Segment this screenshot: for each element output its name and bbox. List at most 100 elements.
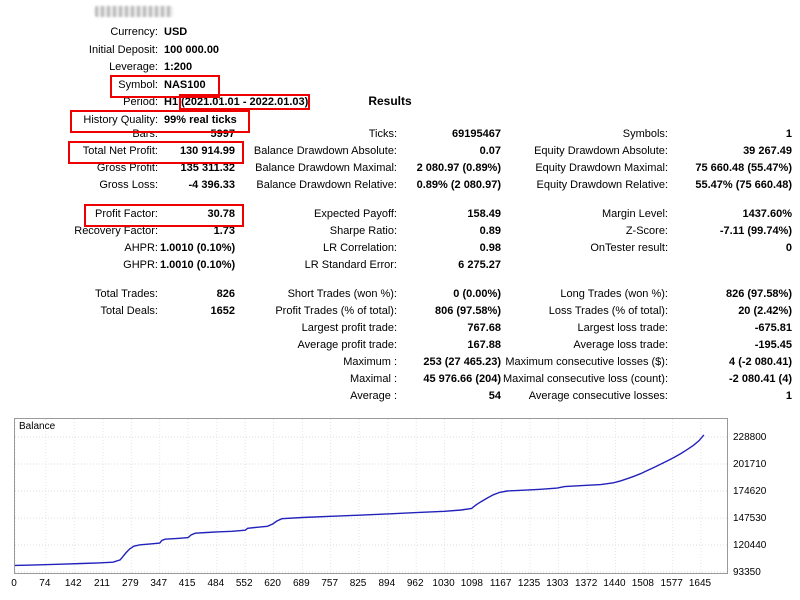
stat-row: Margin Level: 1437.60% [495,206,792,223]
stat-label: Margin Level: [601,208,668,220]
info-row: Currency: USD [8,24,308,42]
x-axis-tick-label: 1577 [660,578,683,589]
x-axis-tick-label: 1030 [432,578,455,589]
x-axis-tick-label: 142 [64,578,82,589]
stat-row: Gross Loss: -4 396.33 [8,177,235,194]
stat-row: LR Correlation: 0.98 [240,240,501,257]
stat-label: Long Trades (won %): [560,288,668,300]
stat-value: 55.47% (75 660.48) [695,179,792,191]
stat-value: 1 [785,128,792,140]
stat-row: Ticks: 69195467 [240,126,501,143]
stat-row: Profit Trades (% of total): 806 (97.58%) [240,303,501,320]
stat-label: Balance Drawdown Absolute: [253,145,397,157]
stat-value: 75 660.48 (55.47%) [695,162,792,174]
stat-label: Expected Payoff: [314,208,397,220]
y-axis-tick-label: 174620 [733,486,767,497]
stat-value: 253 (27 465.23) [423,356,501,368]
info-row: Symbol: NAS100 [8,77,308,95]
chart-y-axis-labels: 93350 120440 147530 174620 201710 228800 [733,418,795,578]
chart-legend-balance: Balance [19,421,56,432]
stat-row: AHPR: 1.0010 (0.10%) [8,240,235,257]
stat-row: Average loss trade: -195.45 [495,337,792,354]
stat-row: Average : 54 [240,388,501,405]
stat-value: 69195467 [452,128,501,140]
stat-row: Balance Drawdown Maximal: 2 080.97 (0.89%… [240,160,501,177]
info-value: 1:200 [164,61,193,74]
info-value: USD [164,26,188,38]
y-axis-tick-label: 93350 [733,567,761,578]
x-axis-tick-label: 1508 [631,578,654,589]
stat-row: Equity Drawdown Absolute: 39 267.49 [495,143,792,160]
stat-label: Largest loss trade: [577,322,669,334]
y-axis-tick-label: 201710 [733,459,767,470]
stat-value: -675.81 [754,322,792,334]
stat-value: 20 (2.42%) [738,305,792,317]
stat-value: 158.49 [467,208,501,220]
stat-value: 5997 [210,128,235,140]
x-axis-tick-label: 415 [178,578,196,589]
stat-row: Total Net Profit: 130 914.99 [8,143,235,160]
stat-value: -7.11 (99.74%) [719,225,792,237]
balance-chart: Balance [14,418,728,574]
stats-group: Symbols: 1 Equity Drawdown Absolute: 39 267… [495,126,792,194]
balance-chart-svg [15,419,727,573]
stat-row: Equity Drawdown Relative: 55.47% (75 660.… [495,177,792,194]
stat-row: Z-Score: -7.11 (99.74%) [495,223,792,240]
stats-column-left: Bars: 5997 Total Net Profit: 130 914.99 Gros… [8,126,235,332]
x-axis-tick-label: 620 [264,578,281,589]
info-label: History Quality: [83,113,158,126]
stat-value: -4 396.33 [188,179,235,191]
x-axis-tick-label: 552 [235,578,253,589]
info-row: Period: H1 (2021.01.01 - 2022.01.03) [8,94,311,112]
info-value: 100 000.00 [164,43,220,56]
info-row: History Quality: 99% real ticks [8,112,308,130]
x-axis-tick-label: 1235 [517,578,541,589]
stat-value: 130 914.99 [179,145,235,157]
stat-row: Sharpe Ratio: 0.89 [240,223,501,240]
stat-value: 1.0010 (0.10%) [160,259,236,271]
stat-value: 39 267.49 [743,145,792,157]
stat-label: Recovery Factor: [74,225,158,237]
x-axis-tick-label: 825 [349,578,367,589]
stat-value: 0 [785,242,792,254]
info-label: Currency: [110,26,158,38]
stat-value: 0.98 [479,242,501,254]
stats-group: Short Trades (won %): 0 (0.00%) Profit Tra… [240,286,501,405]
stat-value: 806 (97.58%) [434,305,501,317]
summary-info-block: Currency: USD Initial Deposit: 100 000.00 Le… [8,24,311,130]
redacted-text [95,6,173,17]
stat-value: 767.68 [467,322,501,334]
x-axis-tick-label: 279 [122,578,139,589]
stat-label: Total Net Profit: [82,145,158,157]
stat-row: Average profit trade: 167.88 [240,337,501,354]
stat-value: -2 080.41 (4) [729,373,792,385]
stat-row: Expected Payoff: 158.49 [240,206,501,223]
info-label: Initial Deposit: [88,43,158,56]
stat-row: Largest loss trade: -675.81 [495,320,793,337]
info-value: 99% real ticks [164,113,237,126]
stat-label: Average : [350,390,397,402]
stats-group: Ticks: 69195467 Balance Drawdown Absolute:… [240,126,501,194]
stat-row: GHPR: 1.0010 (0.10%) [8,257,235,274]
stat-label: LR Standard Error: [304,259,397,271]
stats-column-middle: Ticks: 69195467 Balance Drawdown Absolute:… [240,126,501,417]
stat-label: Maximum : [343,356,397,368]
stat-label: Balance Drawdown Maximal: [255,162,397,174]
stat-value: 0.89 [479,225,501,237]
stat-row: Loss Trades (% of total): 20 (2.42%) [495,303,792,320]
stat-value: 0.89% (2 080.97) [416,179,501,191]
stat-label: Gross Loss: [99,179,158,191]
stat-value: 135 311.32 [180,162,235,174]
stat-label: Sharpe Ratio: [329,225,397,237]
stat-row: Bars: 5997 [8,126,235,143]
stat-row: Profit Factor: 30.78 [8,206,235,223]
stat-label: GHPR: [123,259,158,271]
stat-row: Short Trades (won %): 0 (0.00%) [240,286,501,303]
stat-row: Symbols: 1 [495,126,792,143]
stat-label: Equity Drawdown Absolute: [534,145,668,157]
x-axis-tick-label: 484 [207,578,225,589]
stat-value: 6 275.27 [458,259,501,271]
stat-label: Symbols: [622,128,668,140]
stat-label: Profit Trades (% of total): [275,305,397,317]
stat-value: 826 [216,288,235,300]
